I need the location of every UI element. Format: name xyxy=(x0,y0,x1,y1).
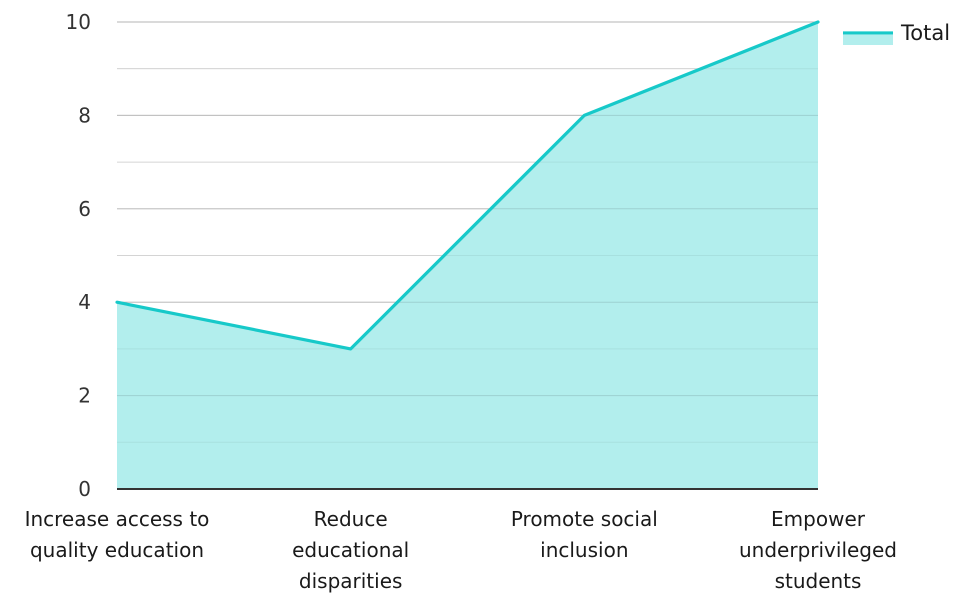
y-tick-label: 0 xyxy=(78,477,91,501)
y-tick-label: 4 xyxy=(78,290,91,314)
series-area-layer xyxy=(115,20,820,489)
x-tick-labels: Increase access to quality education Reduc… xyxy=(25,507,897,593)
x-category-label: Promote social inclusion xyxy=(511,507,658,562)
x-category-label: Increase access to quality education xyxy=(25,507,210,562)
series-line-total xyxy=(115,20,820,351)
y-tick-label: 10 xyxy=(66,10,91,34)
series-area-fill xyxy=(117,22,818,489)
x-category-label: Reduce educational disparities xyxy=(292,507,409,593)
x-category-label: Empower underprivileged students xyxy=(739,507,897,593)
legend: Total xyxy=(843,21,950,45)
y-tick-labels: 0 2 4 6 8 10 xyxy=(66,10,91,501)
y-tick-label: 8 xyxy=(78,103,91,127)
y-tick-label: 2 xyxy=(78,384,91,408)
legend-swatch-fill xyxy=(843,35,893,45)
y-tick-label: 6 xyxy=(78,197,91,221)
legend-label: Total xyxy=(900,21,950,45)
